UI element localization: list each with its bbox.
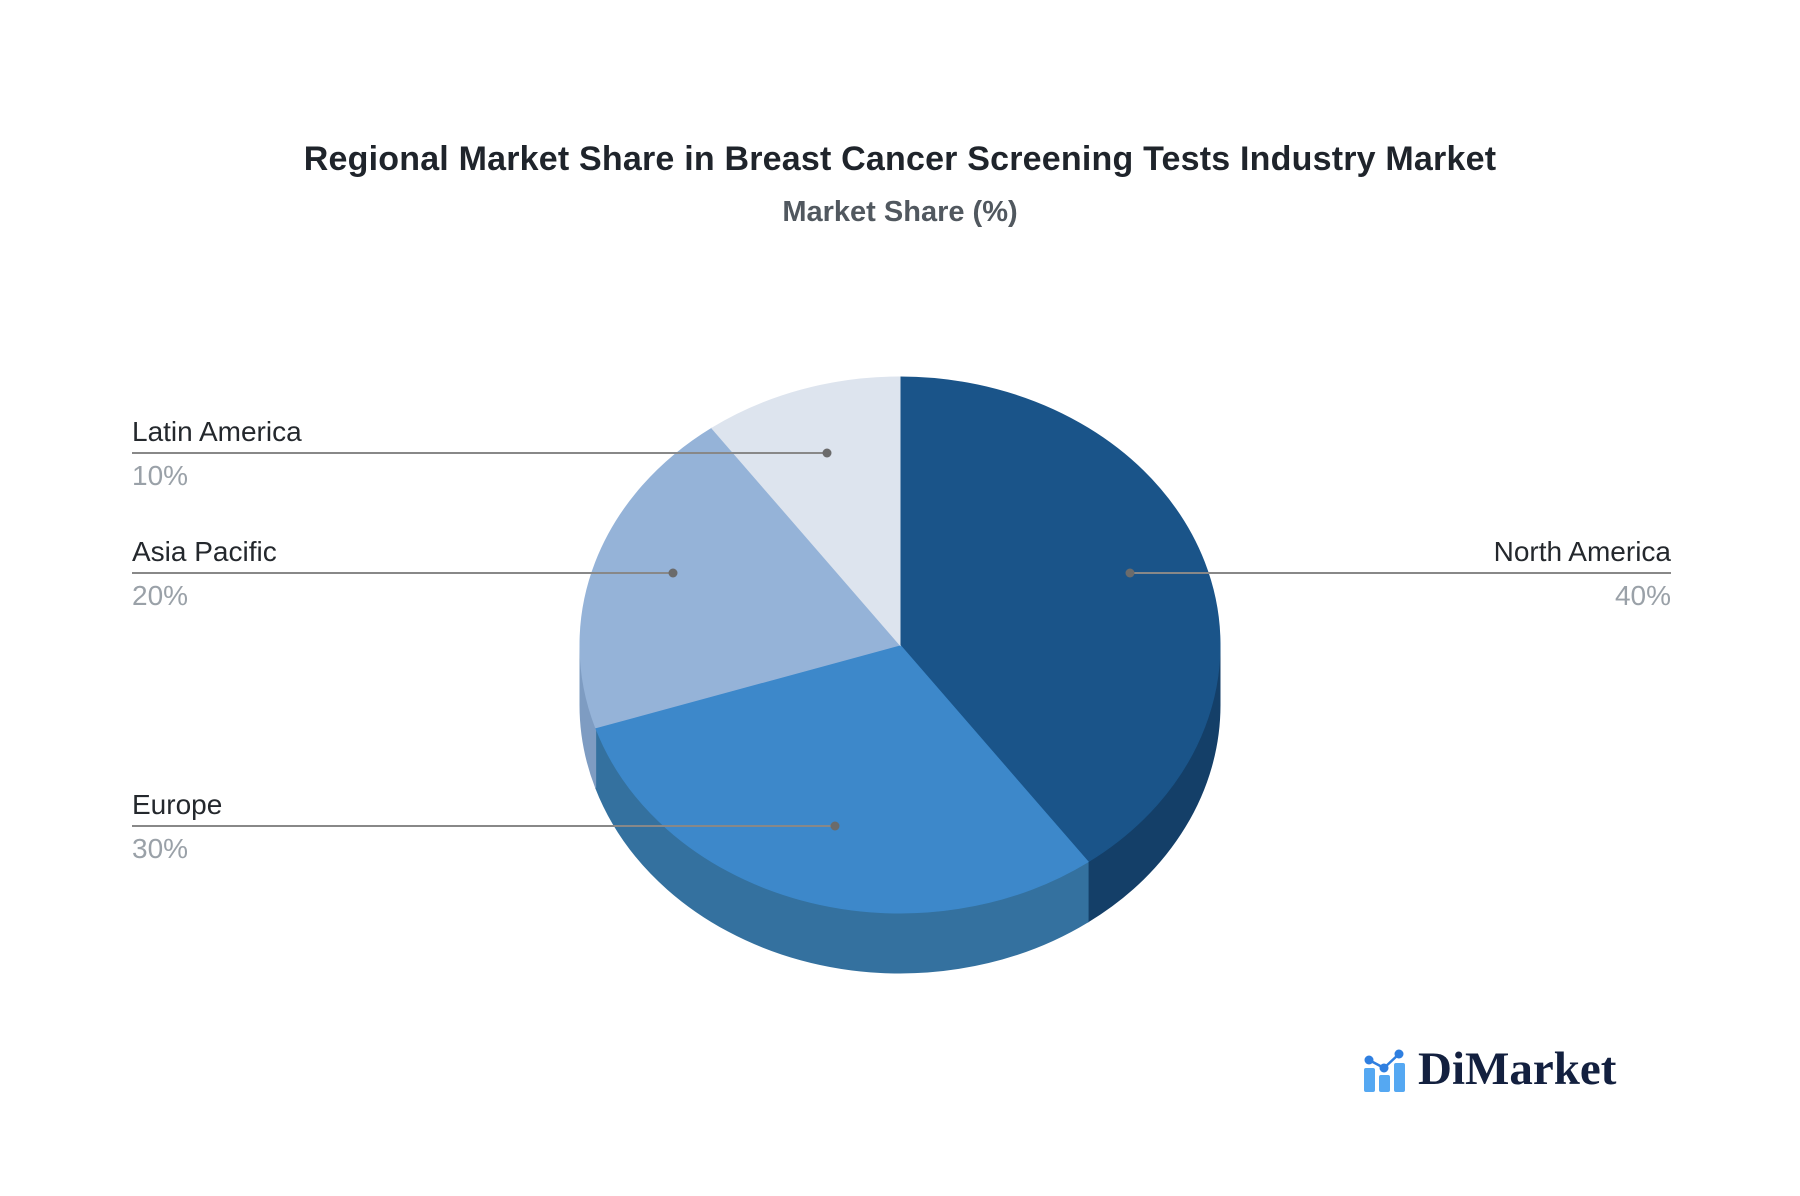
callout-value-asia-pacific: 20% [132,580,189,611]
pie-slice-latin-america[interactable] [711,376,901,647]
callout-label-asia-pacific: Asia Pacific [132,536,277,567]
chart-title: Regional Market Share in Breast Cancer S… [303,140,1497,178]
callout-value-europe: 30% [132,833,189,864]
callout-label-latin-america: Latin America [132,416,302,447]
callout-label-europe: Europe [132,789,223,820]
callout-value-latin-america: 10% [132,460,189,491]
logo-bars-icon [1364,1049,1405,1092]
callout-dot-north-america [1125,568,1135,578]
callout-value-north-america: 40% [1614,580,1671,611]
callout-label-north-america: North America [1493,536,1671,567]
pie-slice-north-america[interactable] [899,376,1221,863]
chart-subtitle: Market Share (%) [782,196,1018,228]
brand-logo: DiMarket [1363,1044,1616,1094]
brand-logo-text: DiMarket [1418,1043,1617,1095]
pie-slice-europe[interactable] [594,644,1089,914]
callout-dot-latin-america [822,448,832,458]
callout-dot-europe [830,821,840,831]
callout-dot-asia-pacific [668,568,678,578]
